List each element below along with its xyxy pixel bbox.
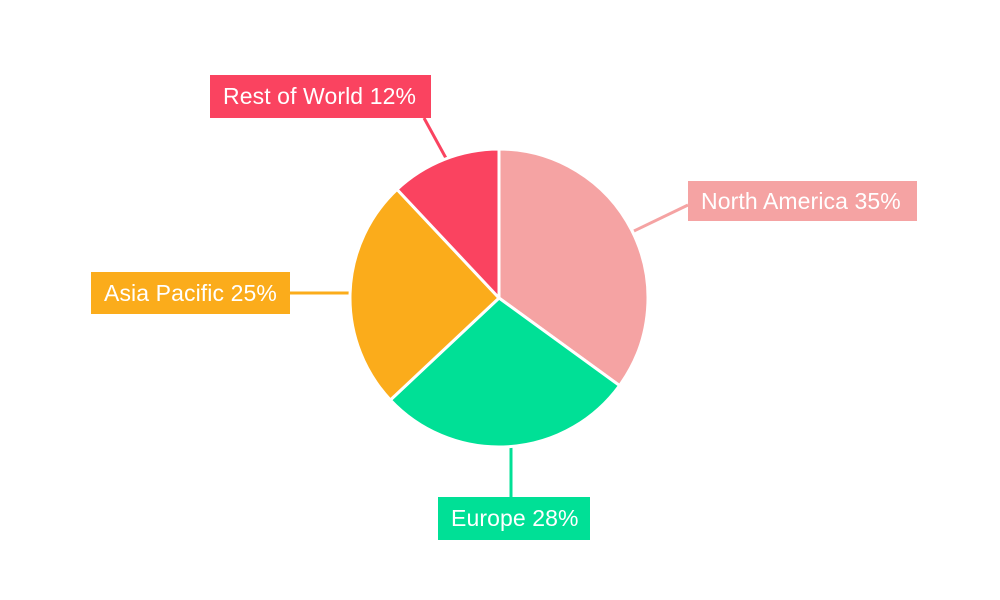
pie-label-asia-pacific-text: Asia Pacific 25% <box>104 279 277 306</box>
pie-label-north-america-text: North America 35% <box>701 187 901 214</box>
pie-label-europe-text: Europe 28% <box>451 505 579 531</box>
pie-label-north-america[interactable]: North America 35% <box>688 181 917 221</box>
leader-line-rest-of-world <box>422 117 449 161</box>
pie-slice-rest-of-world[interactable] <box>395 147 501 300</box>
pie-slices-group <box>348 147 650 449</box>
leader-lines-group <box>290 117 689 497</box>
pie-label-rest-of-world-text: Rest of World 12% <box>223 83 417 109</box>
pie-slice-north-america[interactable] <box>497 147 650 388</box>
leader-line-north-america <box>633 203 689 233</box>
pie-label-asia-pacific[interactable]: Asia Pacific 25% <box>91 272 290 314</box>
pie-label-rest-of-world[interactable]: Rest of World 12% <box>210 75 431 118</box>
pie-slice-asia-pacific[interactable] <box>348 187 501 402</box>
pie-slice-europe[interactable] <box>388 296 622 449</box>
pie-label-europe[interactable]: Europe 28% <box>438 497 590 540</box>
